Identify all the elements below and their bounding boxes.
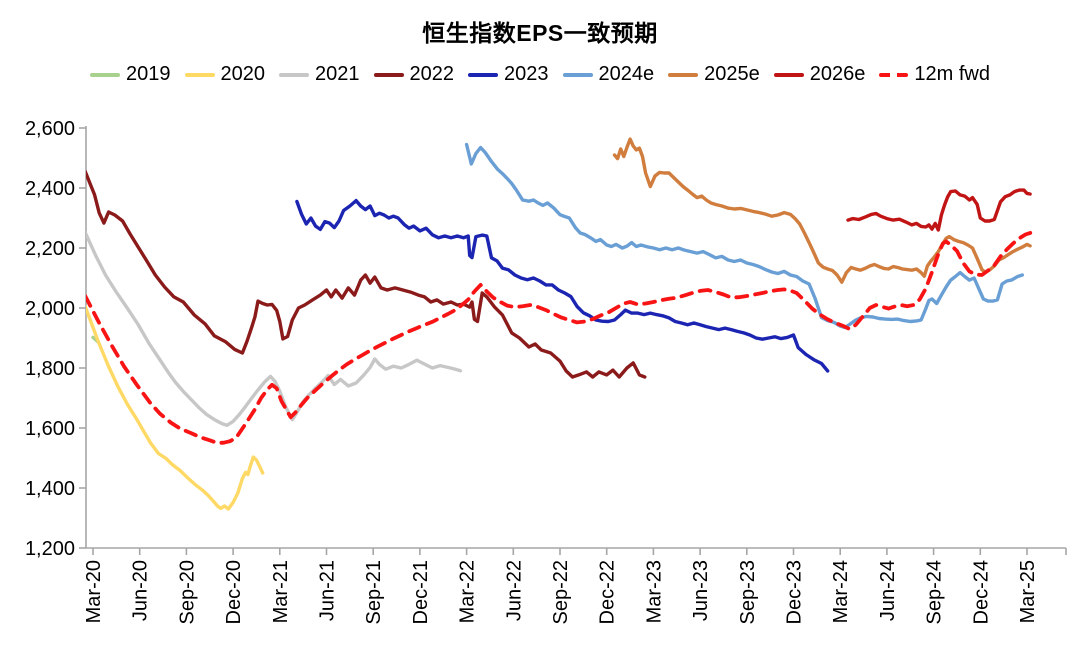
legend-label: 2022 [409,63,455,85]
legend-line-swatch [879,72,909,77]
x-tick-label: Dec-22 [597,560,619,624]
x-tick-label: Mar-24 [830,560,852,623]
x-tick-label: Dec-23 [784,560,806,624]
legend-item-2026e: 2026e [773,63,866,86]
legend-line-swatch [773,72,804,77]
x-tick-label: Mar-23 [643,560,665,623]
x-tick-label: Mar-20 [83,560,105,623]
x-tick-label: Dec-20 [223,560,245,624]
legend-label: 2019 [126,63,171,85]
y-tick-label: 1,800 [25,358,75,380]
y-tick-label: 2,600 [25,118,75,140]
legend-line-swatch [373,72,404,77]
x-tick-label: Sep-21 [363,560,385,625]
series-line-2026e [846,188,1032,232]
x-tick-label: Sep-24 [924,560,946,625]
legend-item-2022: 2022 [373,63,455,86]
series-line-2024e [464,142,1024,330]
legend-item-2021: 2021 [279,63,360,86]
legend-line-swatch [668,72,699,77]
x-tick-label: Mar-25 [1017,560,1039,623]
legend-label: 2025e [704,63,760,85]
series-line-2020 [86,305,265,511]
legend-label: 2023 [504,63,549,85]
x-tick-label: Dec-21 [410,560,432,624]
axis-lines [85,126,1066,549]
x-tick-label: Mar-21 [270,560,292,623]
x-tick-label: Jun-22 [503,560,525,621]
x-tick-label: Jun-21 [317,560,339,621]
chart-title: 恒生指数EPS一致预期 [422,20,658,46]
legend-line-swatch [562,72,593,77]
y-tick-label: 2,200 [25,238,75,260]
y-tick-label: 1,400 [25,478,75,500]
legend-item-2019: 2019 [90,63,171,86]
legend-label: 2020 [220,63,266,85]
chart-legend: 2019 2020 2021 2022 2023 2024e 2025e 202… [0,63,1080,86]
x-tick-label: Sep-22 [550,560,572,625]
x-tick-label: Mar-22 [457,560,479,623]
legend-line-swatch [184,72,215,77]
x-tick-label: Jun-20 [130,560,152,621]
plot-area [86,137,1034,511]
x-tick-label: Sep-20 [176,560,198,625]
y-tick-label: 1,200 [25,538,75,560]
series-line-2023 [295,198,830,373]
y-tick-label: 2,000 [25,298,75,320]
series-line-12m-fwd [86,230,1034,445]
legend-label: 12m fwd [914,63,990,85]
x-tick-label: Sep-23 [737,560,759,625]
legend-item-2024e: 2024e [562,63,655,86]
x-tick-label: Jun-24 [877,560,899,621]
legend-line-swatch [279,72,310,77]
y-tick-label: 2,400 [25,178,75,200]
series-line-2025e [612,137,1032,284]
legend-item-2023: 2023 [468,63,549,86]
series-line-2022 [86,170,647,379]
legend-item-12m-fwd: 12m fwd [879,63,990,86]
x-tick-label: Jun-23 [690,560,712,621]
legend-item-2025e: 2025e [668,63,760,86]
legend-item-2020: 2020 [184,63,266,86]
y-tick-label: 1,600 [25,418,75,440]
series-line-2021 [86,230,463,427]
x-tick-label: Dec-24 [970,560,992,624]
legend-line-swatch [468,72,499,77]
legend-label: 2024e [598,63,655,85]
legend-label: 2021 [315,63,360,85]
legend-label: 2026e [809,63,866,85]
legend-line-swatch [90,72,121,77]
